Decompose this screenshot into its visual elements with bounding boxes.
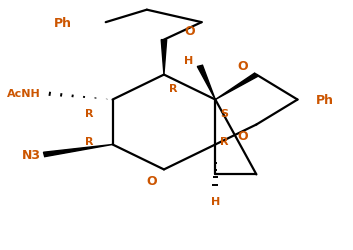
Text: R: R	[169, 84, 178, 94]
Polygon shape	[43, 145, 113, 157]
Text: N3: N3	[22, 148, 41, 161]
Text: O: O	[237, 130, 248, 143]
Text: AcNH: AcNH	[7, 89, 41, 99]
Text: Ph: Ph	[316, 94, 334, 106]
Text: H: H	[184, 56, 193, 65]
Polygon shape	[161, 40, 167, 75]
Polygon shape	[197, 66, 215, 100]
Text: R: R	[85, 109, 94, 119]
Polygon shape	[215, 74, 258, 100]
Text: O: O	[184, 25, 195, 38]
Text: R: R	[221, 136, 229, 146]
Text: Ph: Ph	[53, 16, 71, 30]
Text: S: S	[221, 109, 228, 119]
Text: H: H	[211, 196, 220, 206]
Text: O: O	[146, 174, 157, 188]
Text: O: O	[237, 60, 248, 73]
Text: R: R	[85, 136, 94, 146]
